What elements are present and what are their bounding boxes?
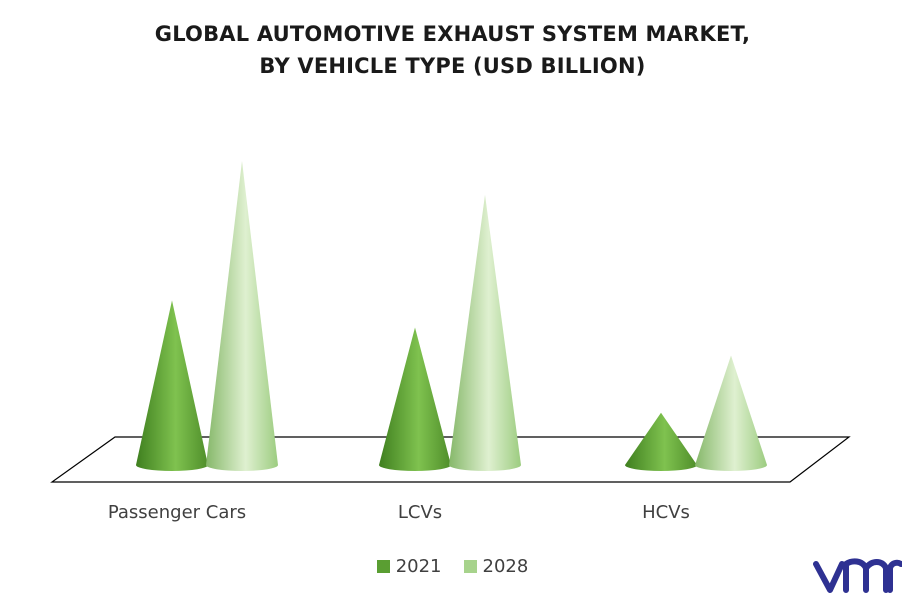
vmr-logo-mark bbox=[813, 558, 902, 593]
legend-swatch-2028 bbox=[463, 560, 477, 573]
cone-2021-hcvs bbox=[625, 412, 697, 471]
vmr-logo bbox=[813, 558, 902, 593]
legend-label-2021: 2021 bbox=[395, 556, 442, 577]
category-label: Passenger Cars bbox=[108, 502, 246, 523]
category-label: HCVs bbox=[642, 502, 690, 523]
legend-item-2021: 2021 bbox=[376, 556, 442, 577]
category-axis: Passenger Cars LCVs HCVs bbox=[108, 502, 690, 523]
chart-legend: 2021 2028 bbox=[0, 556, 905, 577]
cone-2021-lcvs bbox=[379, 327, 451, 471]
legend-label-2028: 2028 bbox=[482, 556, 529, 577]
chart-marks bbox=[136, 160, 767, 471]
chart-title: GLOBAL AUTOMOTIVE EXHAUST SYSTEM MARKET,… bbox=[0, 18, 905, 82]
chart-title-line-1: GLOBAL AUTOMOTIVE EXHAUST SYSTEM MARKET, bbox=[154, 22, 751, 46]
cone-2028-lcvs bbox=[449, 194, 521, 471]
legend-item-2028: 2028 bbox=[463, 556, 529, 577]
cone-2021-passenger-cars bbox=[136, 300, 208, 471]
cone-2028-passenger-cars bbox=[206, 160, 278, 471]
chart-title-line-2: BY VEHICLE TYPE (USD BILLION) bbox=[259, 54, 646, 78]
legend-swatch-2021 bbox=[376, 560, 390, 573]
cone-2028-hcvs bbox=[695, 355, 767, 471]
category-label: LCVs bbox=[398, 502, 442, 523]
